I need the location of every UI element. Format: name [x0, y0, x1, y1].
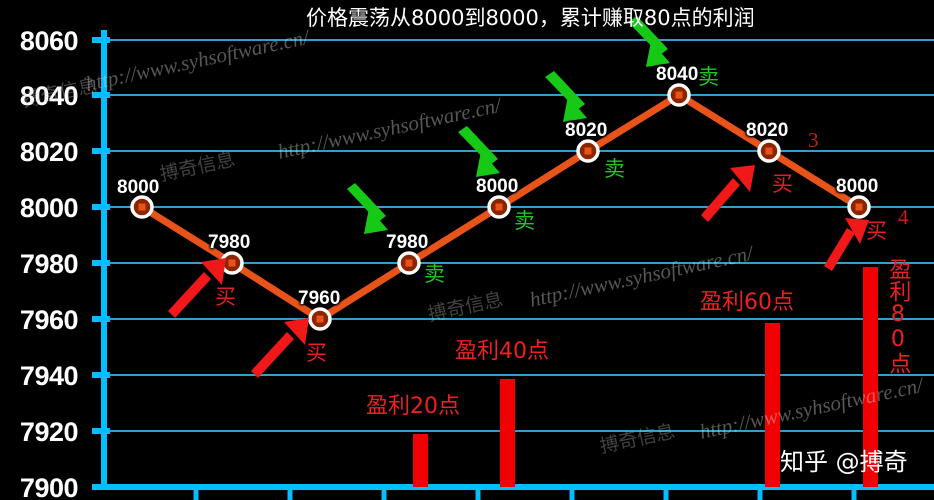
point-value-label: 8000: [836, 176, 879, 197]
action-label-buy: 买: [866, 219, 887, 243]
sell-arrow-icon: [347, 183, 388, 234]
action-label-buy: 买: [772, 172, 793, 196]
page-title: 价格震荡从8000到8000，累计赚取80点的利润: [306, 6, 755, 30]
sell-arrow-icon: [628, 16, 670, 67]
ytick-label: 8020: [19, 137, 79, 167]
zhihu-watermark: 知乎 @搏奇: [780, 448, 908, 476]
action-label-buy: 买: [215, 285, 236, 309]
profit-label-40: 盈利40点: [455, 339, 549, 364]
trade-sequence-number: 4: [898, 205, 909, 229]
profit-bar-80: [863, 267, 878, 487]
buy-arrows: [168, 165, 869, 378]
ytick-label: 7940: [19, 361, 79, 391]
point-value-label: 8020: [565, 120, 608, 141]
sell-arrow-icon: [458, 126, 500, 177]
point-value-label: 8000: [476, 176, 519, 197]
action-label-sell: 卖: [514, 209, 535, 233]
action-label-sell: 卖: [424, 262, 445, 286]
sell-arrows: [347, 16, 670, 234]
trade-sequence-number: 3: [808, 128, 819, 152]
profit-label-60: 盈利60点: [700, 290, 794, 315]
action-label-sell: 卖: [698, 65, 719, 89]
profit-bar-40: [500, 379, 515, 487]
profit-bar-20: [413, 434, 428, 487]
ytick-label: 7920: [19, 417, 79, 447]
buy-arrow-icon: [251, 318, 309, 378]
ytick-label: 8000: [19, 193, 79, 223]
point-value-label: 7980: [386, 232, 429, 253]
profit-label-20: 盈利20点: [366, 394, 460, 419]
x-axis: [100, 484, 934, 500]
action-label-buy: 买: [306, 341, 327, 365]
point-value-label: 7980: [208, 232, 251, 253]
ytick-label: 8060: [19, 26, 79, 56]
ytick-label: 8040: [19, 81, 79, 111]
point-value-label: 7960: [298, 288, 341, 309]
ytick-label: 7980: [19, 249, 79, 279]
ytick-label: 7900: [19, 473, 79, 500]
point-value-label: 8040: [656, 64, 699, 85]
point-value-label: 8000: [117, 177, 160, 198]
buy-arrow-icon: [824, 218, 869, 271]
sell-arrow-icon: [545, 71, 587, 122]
buy-arrow-icon: [701, 165, 755, 222]
y-axis: [92, 30, 110, 490]
buy-arrow-icon: [168, 258, 226, 318]
price-markers: [130, 83, 871, 331]
point-value-label: 8020: [746, 120, 789, 141]
ytick-label: 7960: [19, 305, 79, 335]
profit-label-80: 盈利80点: [885, 258, 911, 374]
profit-bars: [413, 267, 878, 487]
action-label-sell: 卖: [604, 157, 625, 181]
profit-bar-60: [765, 323, 780, 487]
